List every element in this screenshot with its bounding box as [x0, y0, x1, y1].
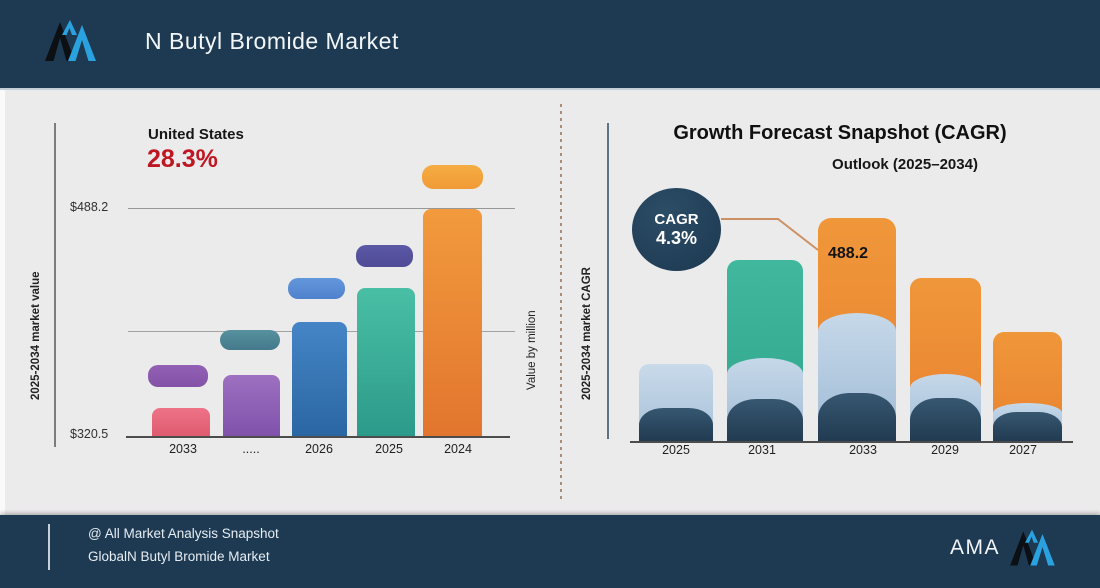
right-bar-2033-base [818, 393, 896, 442]
left-bar-cap-dots [220, 330, 280, 350]
value-by-million-label: Value by million [526, 310, 538, 390]
left-x-label-2033: 2033 [169, 442, 197, 456]
cagr-badge: CAGR 4.3% [632, 188, 721, 271]
right-bar-2031-base [727, 399, 803, 442]
left-y-tick-bottom: $320.5 [70, 427, 109, 441]
right-chart-subtitle: Outlook (2025–2034) [832, 156, 978, 173]
left-bar-2024 [423, 209, 482, 437]
header-bar: N Butyl Bromide Market [0, 0, 1100, 90]
footer-divider-line [48, 524, 50, 570]
right-x-label-2031: 2031 [748, 443, 776, 457]
ama-logo [44, 16, 96, 66]
left-x-axis-line [126, 436, 510, 438]
left-x-label-2026: 2026 [305, 442, 333, 456]
left-y-axis-line [54, 123, 56, 447]
right-x-axis-line [630, 441, 1073, 443]
cagr-badge-value: 4.3% [655, 227, 698, 248]
footer-line2: GlobalN Butyl Bromide Market [88, 549, 270, 564]
footer-ama-logo-icon [1010, 529, 1055, 566]
ama-logo-icon [45, 20, 96, 61]
footer-brand-text: AMA [950, 536, 1001, 559]
right-y-axis-line [607, 123, 609, 439]
left-x-label-dots: ..... [242, 442, 260, 456]
content-left-edge [0, 90, 5, 515]
right-y-axis-label: 2025-2034 market CAGR [581, 267, 593, 400]
footer-ama-logo [1008, 527, 1056, 569]
left-bar-cap-2024 [422, 165, 483, 189]
left-bar-2026 [292, 322, 347, 437]
left-bar-cap-2025 [356, 245, 413, 267]
left-x-label-2025: 2025 [375, 442, 403, 456]
left-bar-2025 [357, 288, 415, 437]
right-x-label-2029: 2029 [931, 443, 959, 457]
right-bar-2027-base [993, 412, 1062, 442]
left-chart-title: United States [148, 126, 244, 143]
right-bar-2025-base [639, 408, 713, 442]
left-x-label-2024: 2024 [444, 442, 472, 456]
cagr-badge-label: CAGR [654, 210, 699, 228]
footer-bar: @ All Market Analysis Snapshot GlobalN B… [0, 515, 1100, 588]
left-y-tick-top: $488.2 [70, 200, 109, 214]
right-x-label-2027: 2027 [1009, 443, 1037, 457]
left-bar-cap-2033 [148, 365, 208, 387]
left-gridline-top [128, 208, 515, 209]
right-bar-2029-base [910, 398, 981, 442]
panel-divider [560, 104, 562, 502]
left-bar-dots [223, 375, 280, 437]
right-chart-title: Growth Forecast Snapshot (CAGR) [673, 122, 1007, 144]
callout-value: 488.2 [828, 245, 869, 262]
left-chart-highlight-value: 28.3% [147, 145, 218, 173]
right-x-label-2033: 2033 [849, 443, 877, 457]
left-y-axis-label: 2025-2034 market value [30, 271, 42, 400]
right-x-label-2025: 2025 [662, 443, 690, 457]
left-bar-cap-2026 [288, 278, 345, 299]
left-bar-2033 [152, 408, 210, 437]
page-title: N Butyl Bromide Market [145, 28, 399, 54]
footer-line1: @ All Market Analysis Snapshot [88, 526, 279, 541]
